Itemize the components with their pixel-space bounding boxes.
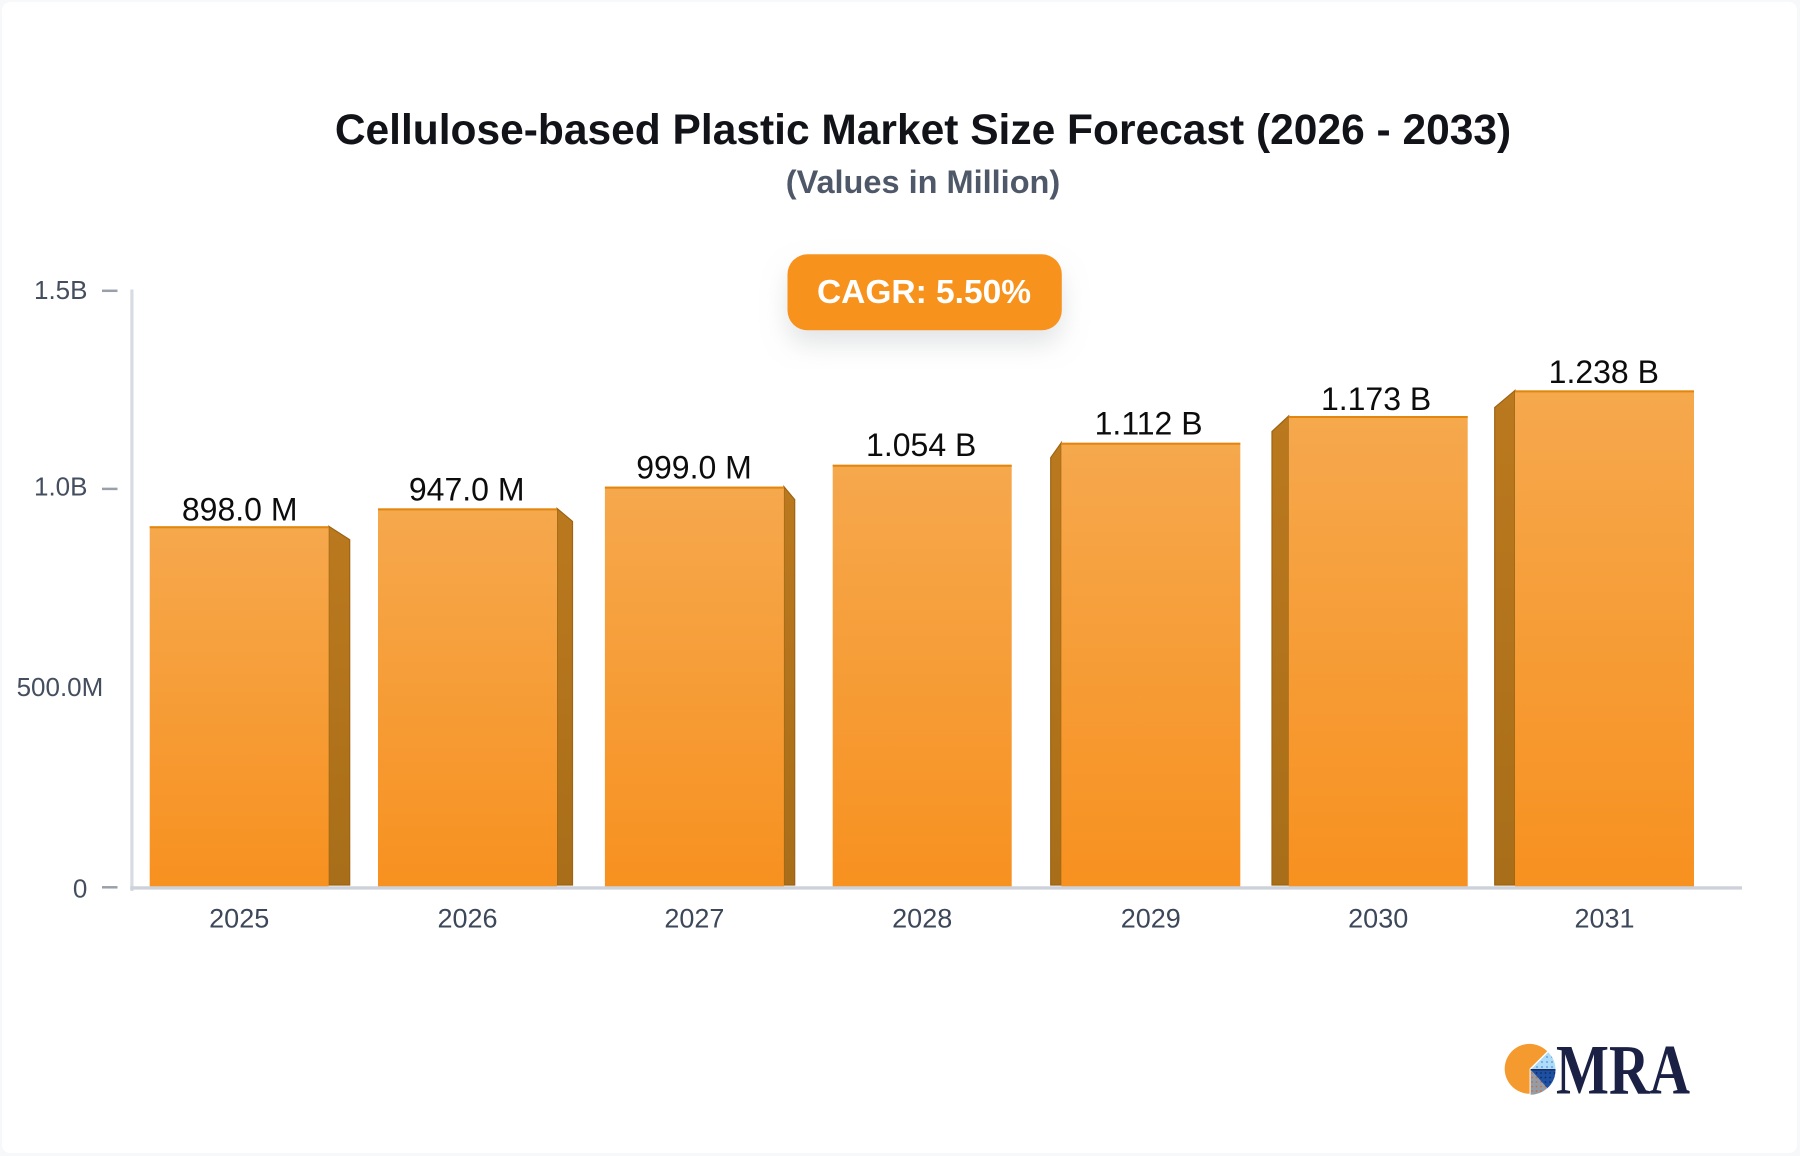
svg-text:898.0 M: 898.0 M bbox=[182, 491, 298, 527]
svg-text:MRA: MRA bbox=[1556, 1031, 1690, 1109]
svg-text:2026: 2026 bbox=[437, 904, 497, 934]
svg-text:1.173 B: 1.173 B bbox=[1321, 381, 1431, 417]
svg-text:1.054 B: 1.054 B bbox=[866, 427, 976, 463]
svg-text:Cellulose-based Plastic Market: Cellulose-based Plastic Market Size Fore… bbox=[335, 107, 1511, 154]
svg-text:1.0B: 1.0B bbox=[34, 472, 88, 502]
svg-text:1.5B: 1.5B bbox=[34, 275, 88, 305]
svg-text:2030: 2030 bbox=[1348, 904, 1408, 934]
svg-text:947.0 M: 947.0 M bbox=[409, 472, 525, 508]
svg-text:500.0M: 500.0M bbox=[17, 672, 104, 702]
svg-text:CAGR: 5.50%: CAGR: 5.50% bbox=[817, 274, 1031, 311]
svg-text:(Values in Million): (Values in Million) bbox=[786, 164, 1060, 200]
svg-text:1.238 B: 1.238 B bbox=[1549, 354, 1659, 390]
svg-text:2028: 2028 bbox=[892, 904, 952, 934]
svg-text:0: 0 bbox=[73, 873, 87, 903]
svg-text:2029: 2029 bbox=[1121, 904, 1181, 934]
svg-text:999.0 M: 999.0 M bbox=[636, 450, 752, 486]
svg-text:2025: 2025 bbox=[209, 904, 269, 934]
svg-text:1.112 B: 1.112 B bbox=[1095, 406, 1203, 442]
svg-text:2031: 2031 bbox=[1574, 904, 1634, 934]
svg-text:2027: 2027 bbox=[664, 904, 724, 934]
